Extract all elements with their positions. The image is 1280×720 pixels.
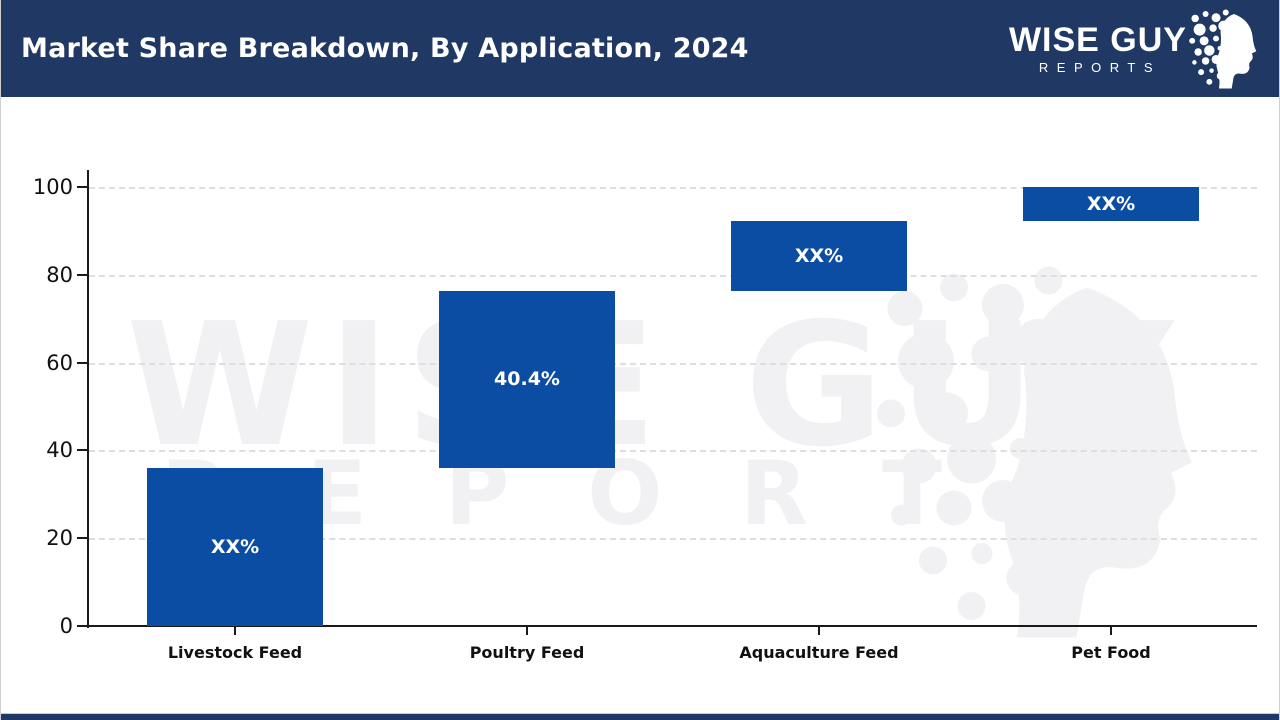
y-tick-label: 40 [46,438,73,463]
bar: 40.4% [439,290,615,468]
x-tick-label: Livestock Feed [167,643,303,662]
gridline [89,187,1257,189]
logo-text: WISE GUY REPORTS [1009,23,1187,74]
y-axis-tick [77,186,87,188]
y-axis-tick [77,537,87,540]
bar-value-label: 40.4% [494,368,560,391]
watermark-face-icon [877,266,1192,638]
chart-area: WISE GUY REPORTS 0 20 40 60 80 100 XX% Livestoc… [1,97,1279,713]
x-axis-line [87,625,1257,627]
chart-title: Market Share Breakdown, By Application, … [21,33,749,64]
y-axis-tick [77,273,87,276]
bar-value-label: XX% [794,244,844,267]
gridline [89,538,1257,541]
y-tick-label: 80 [46,262,73,287]
x-axis-tick [234,627,236,635]
y-tick-label: 100 [32,175,73,199]
plot-area: 0 20 40 60 80 100 XX% Livestock Feed 40.4% Poultr… [33,170,1257,662]
x-tick-label: Pet Food [1071,643,1151,662]
bar: XX% [731,221,907,291]
footer-bar [1,713,1279,720]
logo-wordmark: WISE GUY [1008,21,1187,59]
bar: XX% [147,467,323,626]
x-axis-tick [1110,627,1112,635]
bar-value-label: XX% [1086,193,1136,216]
y-axis-line [87,170,89,628]
x-tick-label: Aquaculture Feed [739,643,899,662]
logo-subtext: REPORTS [1038,60,1162,75]
gridline [89,450,1257,453]
bar: XX% [1023,187,1199,222]
x-axis-tick [818,627,820,635]
x-axis-tick [526,627,528,635]
header: Market Share Breakdown, By Application, … [1,0,1279,97]
y-tick-label: 0 [59,614,73,638]
y-axis-tick [77,361,87,364]
bar-value-label: XX% [210,535,260,558]
gridline [89,274,1257,277]
x-tick-label: Poultry Feed [469,643,585,662]
logo-face-icon [1189,8,1257,89]
gridline [89,362,1257,365]
y-tick-label: 60 [46,350,73,375]
wiseguy-logo: WISE GUY REPORTS [1009,8,1261,90]
y-axis-tick [77,449,87,452]
y-tick-label: 20 [46,526,73,551]
y-axis-tick [77,625,87,627]
